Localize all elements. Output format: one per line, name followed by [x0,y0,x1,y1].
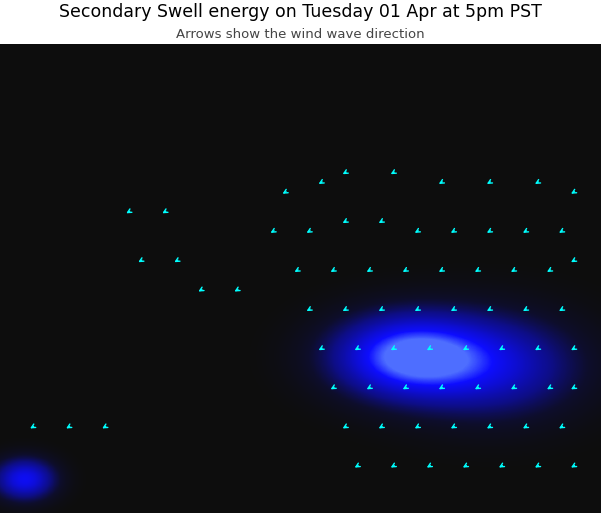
Text: Secondary Swell energy on Tuesday 01 Apr at 5pm PST: Secondary Swell energy on Tuesday 01 Apr… [59,3,542,21]
Text: Arrows show the wind wave direction: Arrows show the wind wave direction [176,28,425,41]
